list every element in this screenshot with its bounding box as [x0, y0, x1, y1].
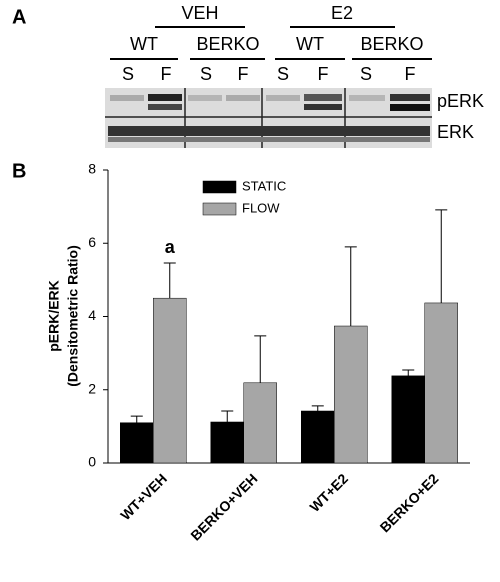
- lane-label: F: [161, 64, 172, 84]
- lane-label: S: [122, 64, 134, 84]
- lane-label: S: [200, 64, 212, 84]
- error-bar: [311, 405, 324, 411]
- bar: [210, 421, 244, 464]
- bar: [424, 302, 458, 464]
- y-tick-label: 8: [88, 161, 96, 177]
- y-tick-label: 4: [88, 307, 96, 323]
- bar: [120, 422, 154, 464]
- error-bar: [344, 246, 357, 327]
- blot-band: [390, 94, 430, 101]
- genotype-label: WT: [130, 34, 158, 54]
- x-tick-label: BERKO+VEH: [187, 470, 260, 543]
- bar: [153, 297, 187, 464]
- panel-label: B: [12, 160, 26, 182]
- bar: [391, 375, 425, 464]
- x-tick-label: WT+VEH: [117, 470, 170, 523]
- treatment-label: E2: [331, 3, 353, 23]
- error-bar: [402, 369, 415, 376]
- y-tick-label: 6: [88, 234, 96, 250]
- band-label: ERK: [437, 122, 474, 142]
- legend-swatch: [202, 202, 237, 216]
- error-bar: [254, 335, 267, 383]
- y-axis-label: pERK/ERK: [46, 280, 62, 352]
- blot-band: [226, 95, 260, 101]
- blot-band: [110, 95, 144, 101]
- lane-label: F: [318, 64, 329, 84]
- blot-band: [390, 104, 430, 111]
- y-tick-label: 2: [88, 380, 96, 396]
- blot-band: [148, 104, 182, 110]
- treatment-label: VEH: [181, 3, 218, 23]
- legend-label: FLOW: [242, 200, 280, 215]
- legend-label: STATIC: [242, 178, 286, 193]
- band-label: pERK: [437, 91, 484, 111]
- lane-label: F: [405, 64, 416, 84]
- error-bar: [435, 209, 448, 303]
- legend-swatch: [202, 180, 237, 194]
- blot-band: [108, 126, 430, 136]
- blot-band: [188, 95, 222, 101]
- lane-label: S: [277, 64, 289, 84]
- x-tick-label: WT+E2: [306, 470, 351, 515]
- bar: [301, 410, 335, 464]
- error-bar: [163, 262, 176, 299]
- genotype-label: WT: [296, 34, 324, 54]
- genotype-label: BERKO: [360, 34, 423, 54]
- blot-band: [349, 95, 385, 101]
- error-bar: [130, 415, 143, 423]
- lane-label: S: [360, 64, 372, 84]
- blot-band: [148, 94, 182, 101]
- blot: [105, 88, 432, 148]
- annotation: a: [165, 237, 176, 257]
- genotype-label: BERKO: [196, 34, 259, 54]
- x-tick-label: BERKO+E2: [377, 470, 442, 535]
- blot-band: [266, 95, 300, 101]
- y-tick-label: 0: [88, 454, 96, 470]
- blot-band: [304, 94, 342, 101]
- panel-label: A: [12, 6, 26, 28]
- blot-band: [304, 104, 342, 110]
- lane-label: F: [238, 64, 249, 84]
- y-axis-label: (Densitometric Ratio): [65, 245, 81, 387]
- bar: [334, 325, 368, 464]
- blot-band: [108, 137, 430, 142]
- error-bar: [221, 410, 234, 422]
- bar: [243, 382, 277, 464]
